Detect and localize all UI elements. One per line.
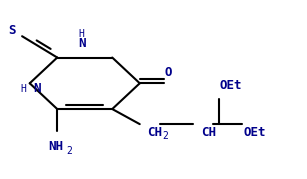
- Text: S: S: [8, 23, 16, 37]
- Text: OEt: OEt: [219, 79, 242, 92]
- Text: 2: 2: [66, 146, 72, 156]
- Text: CH: CH: [147, 126, 162, 139]
- Text: 2: 2: [162, 131, 168, 141]
- Text: H: H: [21, 84, 26, 94]
- Text: CH: CH: [201, 126, 216, 139]
- Text: O: O: [164, 66, 172, 79]
- Text: N: N: [79, 37, 86, 50]
- Text: NH: NH: [48, 140, 63, 153]
- Text: OEt: OEt: [244, 126, 266, 139]
- Text: N: N: [33, 82, 40, 95]
- Text: H: H: [79, 29, 84, 38]
